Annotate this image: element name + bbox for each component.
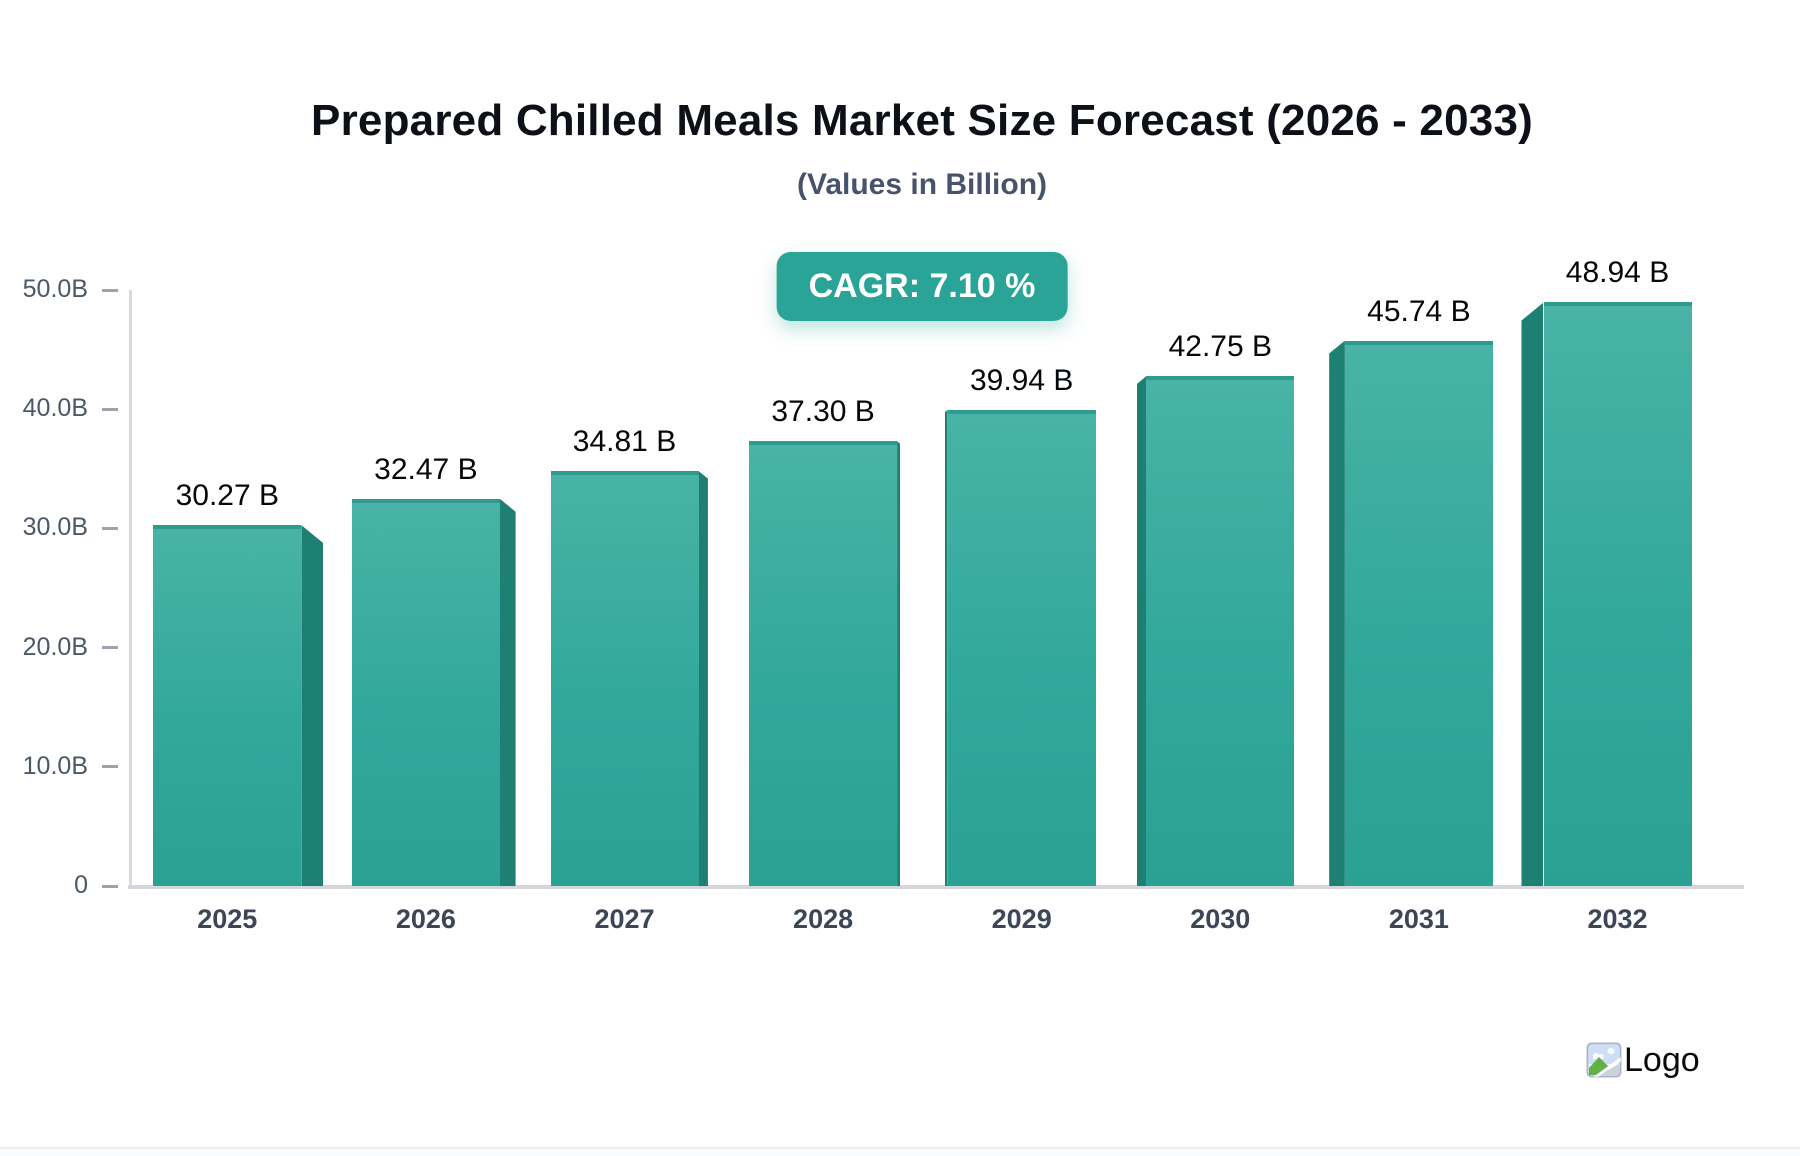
chart-subtitle: (Values in Billion) (796, 168, 1048, 201)
y-tick-mark (102, 407, 118, 411)
x-tick-label: 2025 (197, 904, 258, 934)
bar (1344, 340, 1493, 886)
y-tick-label: 10.0B (22, 751, 88, 780)
y-tick-mark (102, 646, 118, 650)
logo-text: Logo (1624, 1041, 1700, 1079)
y-tick-mark (102, 288, 118, 292)
x-tick-label: 2026 (395, 904, 456, 934)
y-tick-mark (102, 884, 118, 888)
y-tick-label: 50.0B (22, 275, 88, 303)
x-tick-label: 2027 (594, 904, 655, 934)
bar (550, 470, 699, 886)
bar-side-face (1136, 376, 1147, 886)
x-tick-label: 2029 (991, 904, 1052, 934)
bar (749, 441, 898, 886)
bar (1146, 376, 1295, 886)
x-tick-label: 2028 (793, 904, 854, 934)
y-tick-label: 20.0B (22, 632, 88, 661)
bottom-edge (0, 1147, 1800, 1156)
y-tick-label: 30.0B (22, 513, 88, 542)
bar-side-face (944, 409, 948, 886)
bar-value-label: 42.75 B (1168, 330, 1272, 364)
bar-side-face (1521, 302, 1544, 886)
bar-side-face (499, 498, 516, 886)
bar-side-face (698, 470, 708, 886)
broken-image-icon (1586, 1042, 1622, 1078)
cagr-badge: CAGR: 7.10 % (776, 252, 1068, 321)
bar-side-face (897, 441, 901, 886)
bar-value-label: 30.27 B (175, 479, 279, 513)
x-tick-label: 2030 (1190, 904, 1251, 934)
chart-title: Prepared Chilled Meals Market Size Forec… (311, 96, 1533, 145)
x-axis-line (128, 885, 1744, 889)
bar (947, 409, 1096, 886)
logo: Logo (1586, 1040, 1700, 1080)
y-tick-label: 0 (74, 871, 88, 899)
bar-value-label: 45.74 B (1367, 294, 1471, 328)
bar-value-label: 37.30 B (771, 395, 875, 429)
bar-side-face (301, 525, 324, 886)
bar (1543, 302, 1692, 886)
y-tick-label: 40.0B (22, 394, 88, 423)
x-tick-label: 2032 (1587, 904, 1648, 934)
bar-value-label: 34.81 B (572, 424, 677, 458)
bar (153, 525, 302, 886)
bar (351, 498, 500, 886)
y-tick-mark (102, 526, 118, 530)
x-tick-label: 2031 (1388, 904, 1449, 934)
bar-side-face (1329, 340, 1345, 886)
y-axis-line (129, 290, 132, 888)
bar-value-label: 48.94 B (1565, 256, 1670, 290)
bar-value-label: 39.94 B (969, 363, 1074, 397)
bar-value-label: 32.47 B (374, 452, 478, 486)
y-tick-mark (102, 765, 118, 769)
